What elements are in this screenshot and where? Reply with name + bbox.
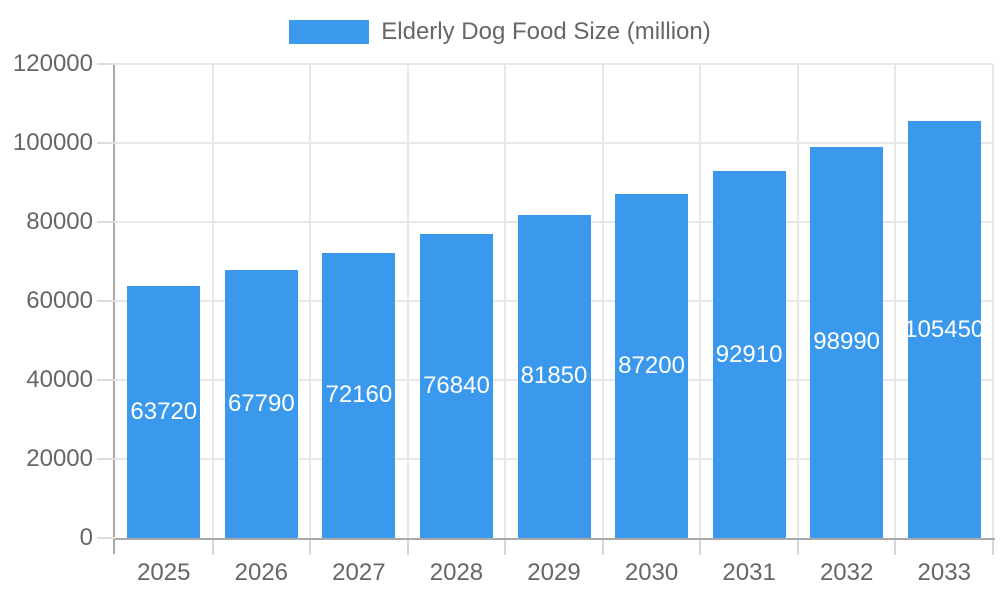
x-gridline: [211, 64, 214, 538]
y-axis-tick-label: 100000: [12, 129, 93, 156]
y-axis-tick-label: 80000: [26, 208, 93, 235]
x-gridline: [699, 64, 702, 538]
y-axis-tick-label: 120000: [12, 50, 93, 77]
y-gridline: [115, 142, 993, 144]
x-axis-tick-label: 2033: [917, 559, 971, 586]
x-axis-tick-label: 2029: [527, 559, 581, 586]
bar-2030[interactable]: [615, 193, 689, 538]
y-axis-tick: [97, 537, 115, 539]
x-axis-tick: [309, 540, 312, 555]
bar-value-label: 105450: [904, 315, 985, 343]
x-axis-tick: [601, 540, 604, 555]
x-axis-tick-label: 2028: [429, 559, 484, 586]
bar-2026[interactable]: [224, 270, 298, 538]
x-gridline: [309, 64, 312, 538]
bar-value-label: 98990: [813, 328, 881, 356]
x-axis-tick-label: 2030: [624, 559, 679, 586]
plot-area: 63720 67790 72160 76840 81850 87200 92910 98990…: [115, 63, 994, 538]
y-axis-tick: [97, 458, 115, 460]
x-axis-tick-label: 2032: [819, 559, 874, 586]
bar-value-label: 63720: [130, 398, 198, 426]
x-axis-tick-label: 2031: [722, 559, 776, 586]
bar-2025[interactable]: [127, 286, 201, 538]
legend-swatch: [289, 20, 370, 44]
x-axis-tick: [406, 540, 409, 555]
y-axis-tick-label: 40000: [26, 366, 93, 393]
bar-2033[interactable]: [907, 121, 981, 538]
bar-value-label: 87200: [618, 351, 685, 379]
x-gridline: [504, 64, 507, 538]
x-gridline: [796, 64, 799, 538]
y-axis-line: [113, 64, 115, 554]
legend-label: Elderly Dog Food Size (million): [381, 18, 711, 45]
x-axis-tick: [699, 540, 702, 555]
x-gridline: [894, 64, 897, 538]
y-axis-tick-label: 0: [79, 524, 93, 551]
x-axis-tick: [504, 540, 507, 555]
bar-value-label: 67790: [227, 390, 295, 418]
y-axis-tick-label: 20000: [26, 445, 93, 472]
x-axis-tick-label: 2026: [234, 559, 289, 586]
x-gridline: [601, 64, 604, 538]
bar-2029[interactable]: [517, 214, 591, 538]
y-gridline: [115, 63, 993, 65]
bar-2027[interactable]: [322, 252, 396, 538]
y-axis-tick: [97, 142, 115, 144]
x-axis-tick-label: 2025: [137, 559, 191, 586]
y-axis-tick: [97, 63, 115, 65]
y-axis-tick: [97, 221, 115, 223]
x-axis-line: [113, 538, 995, 540]
bar-value-label: 72160: [325, 381, 393, 409]
bar-2032[interactable]: [810, 147, 884, 538]
y-axis-tick-label: 60000: [26, 287, 93, 314]
bar-value-label: 76840: [423, 372, 490, 400]
legend-item[interactable]: Elderly Dog Food Size (million): [0, 20, 1000, 44]
x-axis-tick: [894, 540, 897, 555]
bar-value-label: 81850: [520, 362, 588, 390]
x-axis-tick: [211, 540, 214, 555]
bar-2028[interactable]: [419, 234, 493, 538]
x-axis-tick-label: 2027: [332, 559, 386, 586]
y-axis-tick: [97, 379, 115, 381]
bar-2031[interactable]: [712, 171, 786, 538]
x-axis-tick: [796, 540, 799, 555]
x-axis-tick: [992, 540, 994, 555]
bar-value-label: 92910: [715, 340, 783, 368]
y-axis-tick: [97, 300, 115, 302]
x-gridline: [406, 64, 409, 538]
x-gridline: [992, 64, 994, 538]
